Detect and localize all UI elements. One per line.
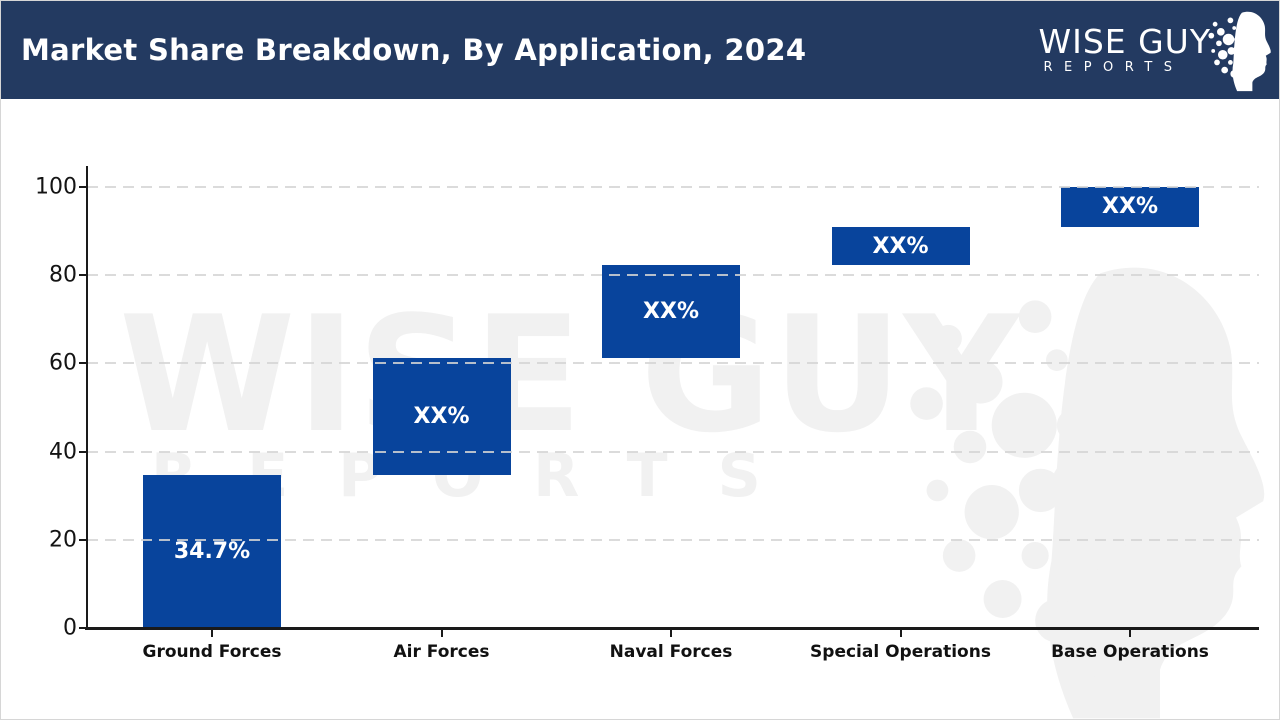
y-tick-label: 0: [63, 615, 77, 641]
bar-naval-forces: XX%: [602, 265, 740, 359]
x-category-label: Naval Forces: [609, 642, 733, 662]
header: Market Share Breakdown, By Application, …: [1, 1, 1279, 99]
watermark-wiseguy-text: WISE GUY: [119, 281, 1021, 468]
brand-name: WISE GUY: [1038, 22, 1211, 61]
x-tick-mark: [670, 628, 672, 637]
gridline: [87, 186, 1259, 188]
brand-logo-text: WISE GUY REPORTS: [1038, 24, 1211, 76]
y-tick-mark: [79, 450, 87, 453]
bar-value-label: XX%: [643, 299, 699, 325]
gridline: [87, 450, 1259, 453]
y-tick-label: 40: [49, 439, 77, 465]
bar-value-label: XX%: [413, 404, 470, 430]
x-tick-mark: [1129, 628, 1131, 637]
y-tick-mark: [79, 362, 87, 365]
y-tick-mark: [79, 274, 87, 277]
bar-value-label: XX%: [1102, 194, 1158, 220]
x-tick-mark: [211, 628, 213, 637]
bar-air-forces: XX%: [372, 358, 511, 475]
gridline: [87, 538, 1259, 541]
y-tick-label: 100: [35, 174, 77, 200]
gridline: [87, 362, 1259, 365]
y-tick-mark: [79, 538, 87, 541]
x-tick-mark: [440, 628, 443, 637]
brand-logo: WISE GUY REPORTS: [1038, 3, 1273, 97]
wiseguy-head-icon: [1208, 11, 1271, 92]
y-axis-line: [86, 166, 88, 630]
bar-ground-forces: 34.7%: [143, 474, 281, 628]
y-tick-mark: [79, 186, 87, 188]
x-category-label: Air Forces: [393, 642, 490, 662]
bar-value-label: 34.7%: [173, 538, 251, 564]
gridline: [87, 274, 1259, 277]
x-category-label: Ground Forces: [142, 642, 282, 662]
y-tick-label: 60: [49, 350, 77, 376]
page-title: Market Share Breakdown, By Application, …: [21, 33, 807, 67]
x-axis-line: [85, 627, 1259, 630]
chart-area: WISE GUY REPORTS 34.7% XX% XX% XX% XX% 0 20 40…: [1, 99, 1279, 719]
x-tick-mark: [899, 628, 902, 637]
brand-reports: REPORTS: [1043, 60, 1184, 75]
bar-base-operations: XX%: [1061, 187, 1199, 227]
y-tick-label: 20: [49, 527, 77, 553]
y-tick-mark: [79, 627, 87, 629]
bar-special-operations: XX%: [831, 226, 970, 266]
bar-value-label: XX%: [872, 233, 929, 259]
watermark-head-icon: [910, 267, 1265, 719]
x-category-label: Special Operations: [810, 642, 991, 662]
y-tick-label: 80: [49, 262, 77, 288]
x-category-label: Base Operations: [1051, 642, 1209, 662]
